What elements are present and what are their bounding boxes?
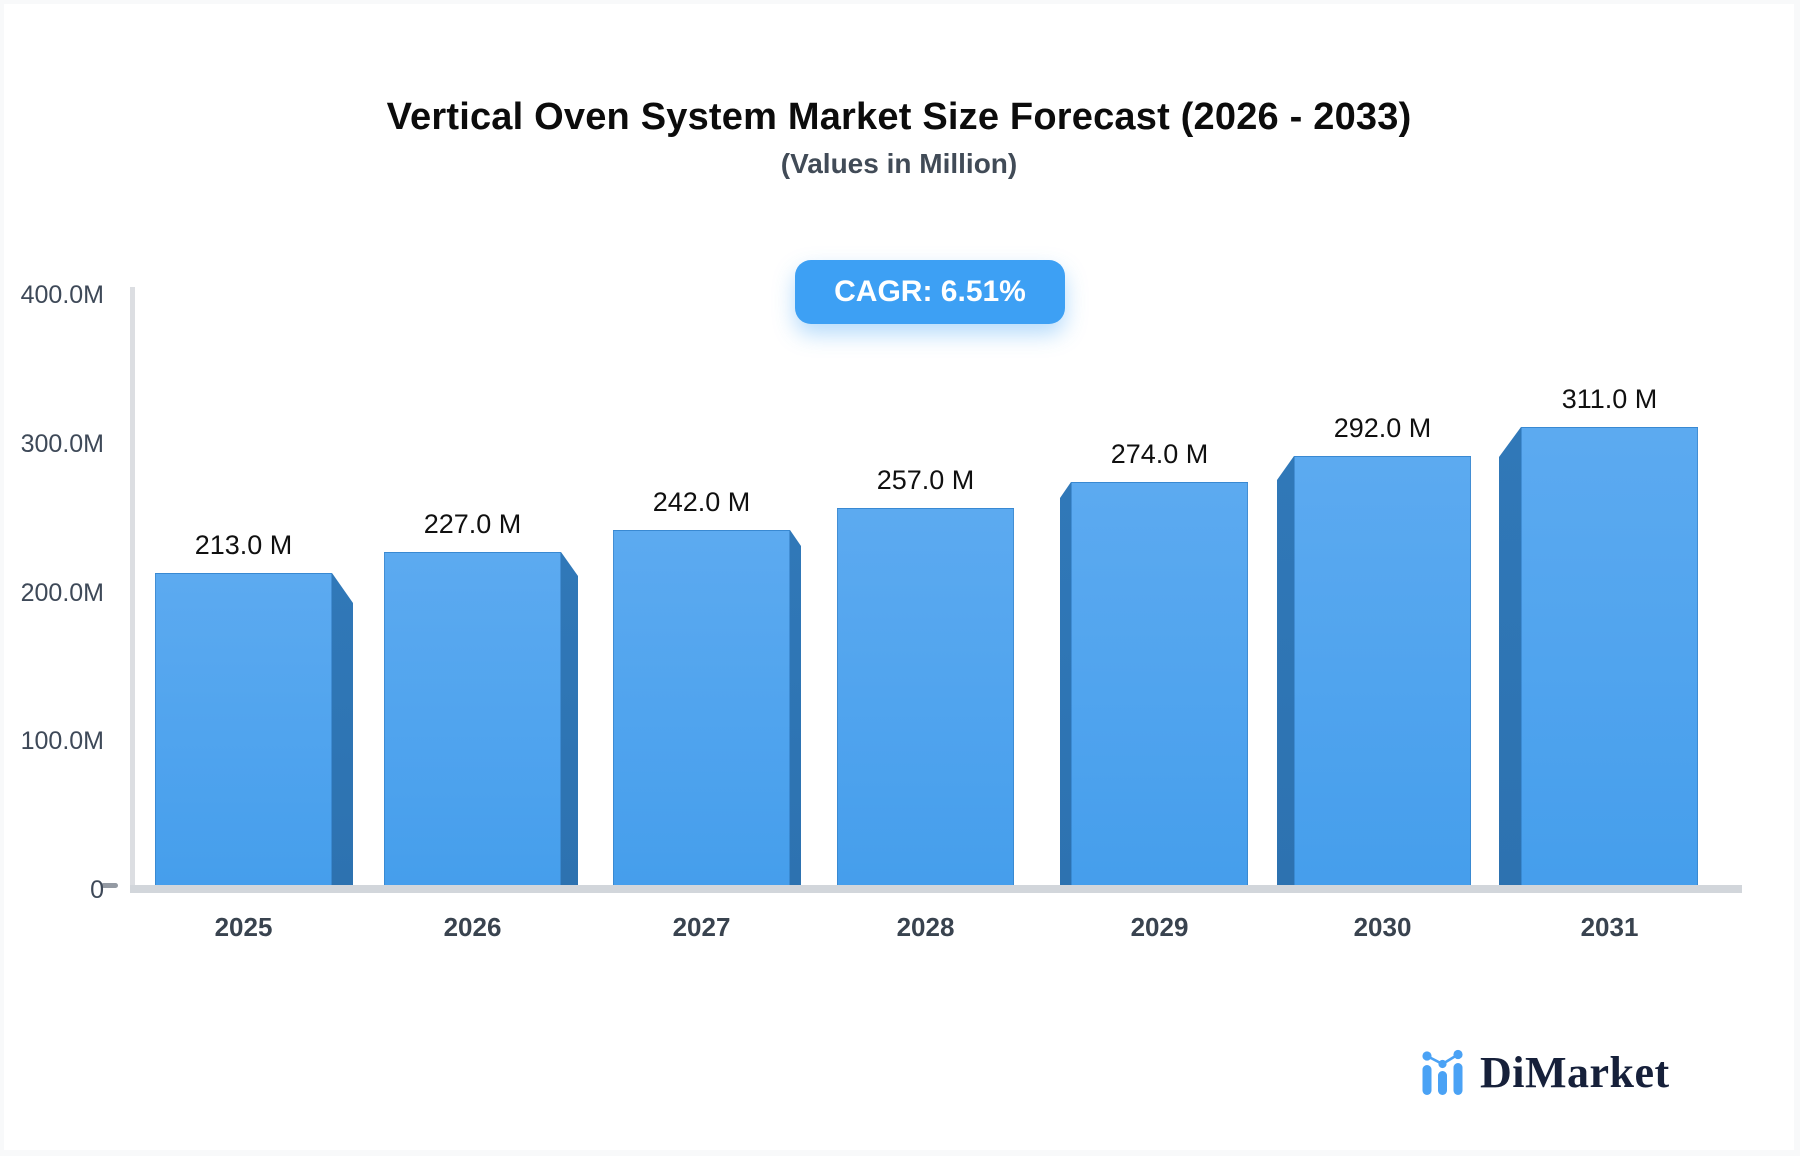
- chart-title: Vertical Oven System Market Size Forecas…: [386, 96, 1412, 138]
- x-tick-label-2026: 2026: [443, 912, 502, 942]
- y-tick-label-0: 0: [90, 876, 104, 904]
- x-tick-label-2027: 2027: [672, 912, 731, 942]
- bar-2030: [1294, 456, 1471, 892]
- bar-2026: [384, 552, 561, 892]
- y-tick-label-200.0M: 200.0M: [20, 578, 104, 607]
- x-axis-baseline: [130, 885, 1742, 893]
- bar-3d-side-2025: [332, 573, 353, 892]
- x-tick-label-2031: 2031: [1580, 912, 1639, 942]
- y-axis-zero-tick: [101, 883, 118, 888]
- x-tick-label-2030: 2030: [1353, 912, 1412, 942]
- bar-value-label-2025: 213.0 M: [194, 530, 293, 560]
- x-tick-label-2028: 2028: [896, 912, 955, 942]
- bar-3d-side-2029: [1060, 482, 1071, 892]
- y-tick-label-300.0M: 300.0M: [20, 429, 104, 458]
- brand-logo: DiMarket: [1420, 1044, 1670, 1100]
- x-tick-label-2029: 2029: [1130, 912, 1189, 942]
- bar-value-label-2029: 274.0 M: [1110, 439, 1209, 469]
- y-tick-label-100.0M: 100.0M: [20, 727, 104, 756]
- bar-value-label-2026: 227.0 M: [423, 509, 522, 539]
- bar-3d-side-2030: [1277, 456, 1294, 892]
- chart-card: Vertical Oven System Market Size Forecas…: [4, 4, 1794, 1150]
- y-axis-line: [130, 287, 135, 891]
- bar-value-label-2030: 292.0 M: [1333, 413, 1432, 443]
- bar-value-label-2031: 311.0 M: [1561, 384, 1658, 414]
- bar-value-label-2027: 242.0 M: [652, 487, 751, 517]
- cagr-badge: CAGR: 6.51%: [795, 260, 1065, 324]
- bar-2031: [1521, 427, 1698, 892]
- bar-2029: [1071, 482, 1248, 892]
- x-tick-label-2025: 2025: [214, 912, 273, 942]
- bar-3d-side-2027: [790, 530, 801, 892]
- bar-2025: [155, 573, 332, 892]
- bar-3d-side-2031: [1499, 427, 1521, 892]
- y-tick-label-400.0M: 400.0M: [20, 281, 104, 309]
- brand-logo-text: DiMarket: [1480, 1047, 1670, 1097]
- bar-2028: [837, 508, 1014, 892]
- bar-3d-side-2026: [561, 552, 578, 892]
- chart-subtitle: (Values in Million): [780, 148, 1018, 179]
- bar-value-label-2028: 257.0 M: [876, 465, 975, 495]
- bar-chart-logo-icon: [1422, 1049, 1463, 1095]
- bar-2027: [613, 530, 790, 892]
- cagr-badge-label: CAGR: 6.51%: [834, 275, 1026, 308]
